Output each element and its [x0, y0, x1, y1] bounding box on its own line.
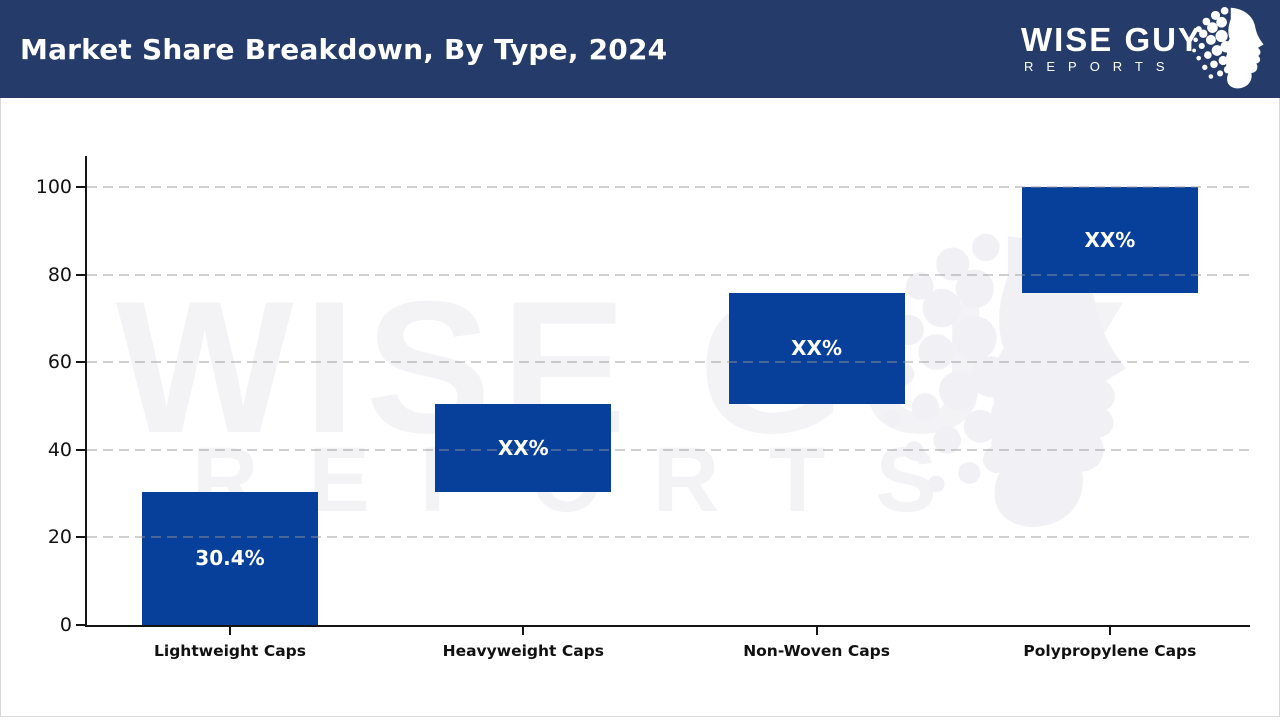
- logo-subtitle: REPORTS: [1023, 59, 1178, 74]
- y-grid-line: [87, 361, 1250, 364]
- logo-face-icon: [1192, 7, 1264, 89]
- x-tick-mark: [815, 627, 818, 635]
- y-grid-line: [87, 536, 1250, 539]
- bar-segment: [728, 292, 905, 404]
- y-grid-line: [87, 186, 1250, 188]
- y-axis-line: [85, 156, 87, 627]
- y-tick-mark: [76, 536, 85, 539]
- x-axis-line: [85, 625, 1250, 627]
- x-category-label: Lightweight Caps: [154, 642, 306, 660]
- wiseguy-logo: WISE GUY REPORTS: [1021, 3, 1280, 95]
- bar-value-label: XX%: [791, 336, 843, 361]
- bar-value-label: XX%: [497, 435, 549, 460]
- page-title: Market Share Breakdown, By Type, 2024: [20, 32, 668, 66]
- header-bar: Market Share Breakdown, By Type, 2024 WI…: [0, 0, 1280, 98]
- x-tick-mark: [522, 627, 525, 635]
- logo-text: WISE GUY REPORTS: [1021, 23, 1202, 75]
- y-tick-label: 40: [47, 438, 72, 461]
- bar-segment: [1021, 187, 1198, 293]
- y-tick-mark: [76, 624, 85, 626]
- y-grid-line: [87, 448, 1250, 451]
- watermark-face-icon: [868, 233, 1126, 527]
- x-tick-mark: [229, 627, 231, 635]
- logo-wordmark: WISE GUY: [1020, 21, 1202, 58]
- y-tick-mark: [76, 273, 85, 276]
- x-category-label: Polypropylene Caps: [1023, 642, 1197, 660]
- y-tick-mark: [76, 448, 85, 451]
- y-grid-line: [87, 273, 1250, 276]
- y-tick-label: 60: [47, 351, 72, 374]
- x-category-label: Heavyweight Caps: [442, 642, 604, 660]
- bar-value-label: XX%: [1084, 227, 1136, 252]
- y-tick-label: 80: [47, 263, 72, 286]
- y-tick-label: 0: [59, 614, 72, 636]
- x-category-label: Non-Woven Caps: [743, 642, 890, 660]
- bar-value-label: 30.4%: [195, 546, 265, 571]
- y-tick-mark: [76, 186, 85, 188]
- x-tick-mark: [1108, 627, 1111, 635]
- bar-segment: [435, 403, 612, 492]
- y-tick-label: 100: [35, 176, 72, 198]
- y-tick-label: 20: [47, 526, 72, 549]
- y-tick-mark: [76, 361, 85, 364]
- bar-segment: [142, 491, 318, 625]
